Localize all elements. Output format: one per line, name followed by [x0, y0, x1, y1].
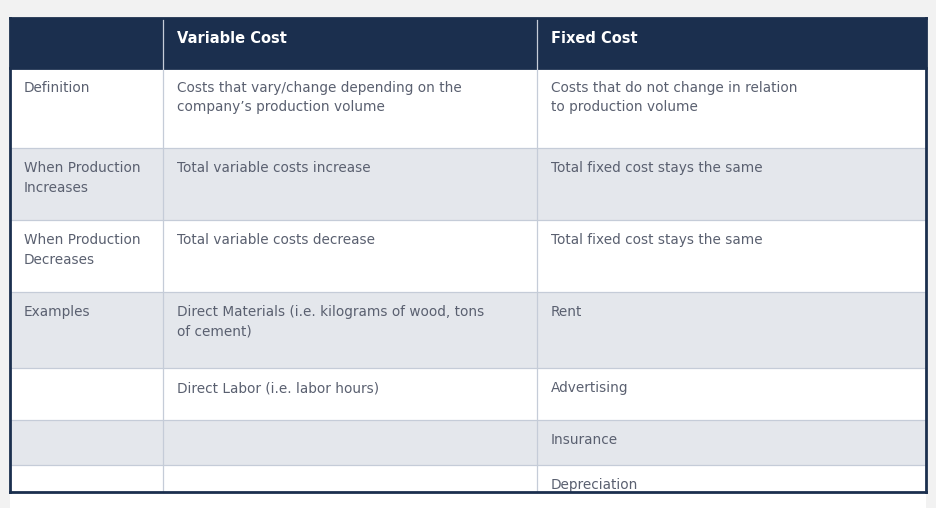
- Bar: [10, 68, 163, 148]
- Bar: [10, 18, 163, 68]
- Text: When Production
Increases: When Production Increases: [24, 161, 140, 195]
- Bar: [537, 18, 926, 68]
- Bar: [163, 148, 537, 220]
- Bar: [163, 18, 537, 68]
- Bar: [10, 465, 163, 508]
- Bar: [537, 292, 926, 368]
- Bar: [163, 465, 537, 508]
- Text: Advertising: Advertising: [551, 381, 628, 395]
- Text: Variable Cost: Variable Cost: [177, 31, 286, 46]
- Text: Total variable costs decrease: Total variable costs decrease: [177, 233, 375, 247]
- Text: Costs that vary/change depending on the
company’s production volume: Costs that vary/change depending on the …: [177, 81, 461, 114]
- Bar: [10, 420, 163, 465]
- Bar: [163, 292, 537, 368]
- Text: Examples: Examples: [24, 305, 91, 319]
- Bar: [163, 68, 537, 148]
- Bar: [537, 368, 926, 420]
- Bar: [537, 220, 926, 292]
- Text: Insurance: Insurance: [551, 433, 618, 447]
- Text: Total fixed cost stays the same: Total fixed cost stays the same: [551, 161, 763, 175]
- Text: Direct Labor (i.e. labor hours): Direct Labor (i.e. labor hours): [177, 381, 379, 395]
- Text: Costs that do not change in relation
to production volume: Costs that do not change in relation to …: [551, 81, 797, 114]
- Bar: [10, 368, 163, 420]
- Text: Definition: Definition: [24, 81, 91, 95]
- Bar: [537, 465, 926, 508]
- Bar: [10, 292, 163, 368]
- Text: Depreciation: Depreciation: [551, 478, 638, 492]
- Bar: [163, 420, 537, 465]
- Bar: [163, 368, 537, 420]
- Bar: [537, 68, 926, 148]
- Text: Total variable costs increase: Total variable costs increase: [177, 161, 371, 175]
- Text: Rent: Rent: [551, 305, 582, 319]
- Bar: [537, 420, 926, 465]
- Bar: [163, 220, 537, 292]
- Text: Direct Materials (i.e. kilograms of wood, tons
of cement): Direct Materials (i.e. kilograms of wood…: [177, 305, 484, 338]
- Text: When Production
Decreases: When Production Decreases: [24, 233, 140, 267]
- Text: Total fixed cost stays the same: Total fixed cost stays the same: [551, 233, 763, 247]
- Text: Fixed Cost: Fixed Cost: [551, 31, 637, 46]
- Bar: [537, 148, 926, 220]
- Bar: [10, 220, 163, 292]
- Bar: [10, 148, 163, 220]
